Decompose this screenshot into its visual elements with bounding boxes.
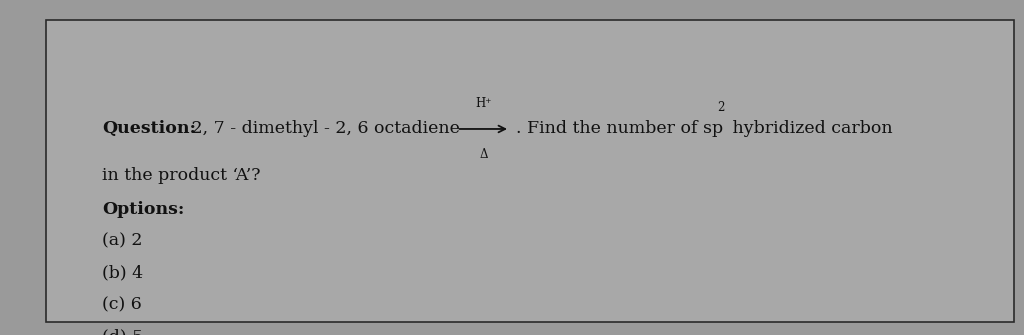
- Text: H⁺: H⁺: [475, 97, 492, 110]
- Text: (a) 2: (a) 2: [102, 233, 143, 250]
- Text: 2: 2: [717, 101, 724, 114]
- Text: (b) 4: (b) 4: [102, 265, 143, 281]
- Text: (d) 5: (d) 5: [102, 328, 143, 335]
- Text: 2, 7 - dimethyl - 2, 6 octadiene: 2, 7 - dimethyl - 2, 6 octadiene: [186, 121, 466, 137]
- Text: . Find the number of sp: . Find the number of sp: [516, 121, 723, 137]
- Text: (c) 6: (c) 6: [102, 296, 142, 313]
- Text: hybridized carbon: hybridized carbon: [727, 121, 893, 137]
- Text: Δ: Δ: [479, 148, 487, 160]
- Text: in the product ‘A’?: in the product ‘A’?: [102, 168, 261, 184]
- FancyBboxPatch shape: [46, 20, 1014, 322]
- Text: Options:: Options:: [102, 201, 184, 218]
- Text: Question:: Question:: [102, 121, 197, 137]
